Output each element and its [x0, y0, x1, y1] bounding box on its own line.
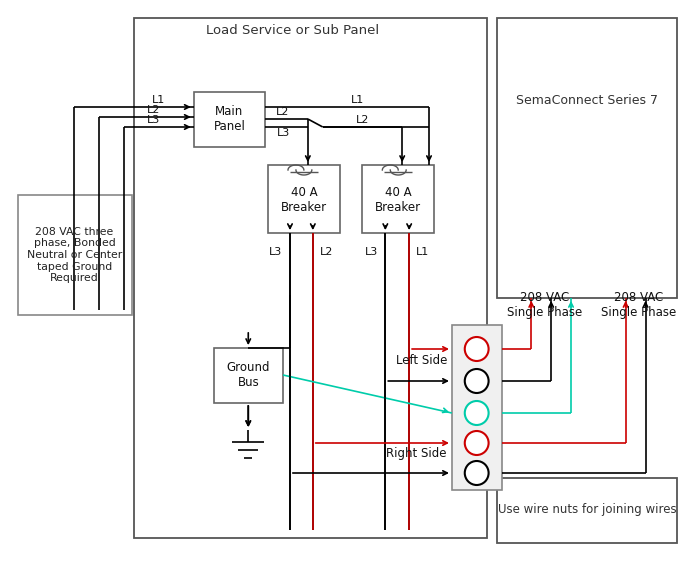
- Text: L3: L3: [147, 115, 160, 125]
- Text: 208 VAC three
phase, Bonded
Neutral or Center
taped Ground
Required: 208 VAC three phase, Bonded Neutral or C…: [27, 227, 122, 283]
- Circle shape: [465, 369, 489, 393]
- Bar: [134, 18, 486, 538]
- Text: 40 A
Breaker: 40 A Breaker: [281, 186, 327, 214]
- Text: L1: L1: [351, 95, 364, 105]
- Bar: [214, 348, 283, 403]
- Bar: [18, 195, 132, 315]
- Text: Ground
Bus: Ground Bus: [227, 361, 270, 389]
- Text: L2: L2: [147, 105, 160, 115]
- Text: Left Side: Left Side: [395, 354, 447, 366]
- Text: L3: L3: [365, 247, 379, 257]
- Text: Main
Panel: Main Panel: [214, 105, 245, 133]
- Circle shape: [465, 401, 489, 425]
- Text: 40 A
Breaker: 40 A Breaker: [375, 186, 421, 214]
- Text: L3: L3: [276, 128, 290, 138]
- Text: Load Service or Sub Panel: Load Service or Sub Panel: [206, 24, 379, 36]
- Circle shape: [465, 431, 489, 455]
- Circle shape: [465, 461, 489, 485]
- Text: L3: L3: [269, 247, 282, 257]
- Text: SemaConnect Series 7: SemaConnect Series 7: [516, 94, 658, 106]
- Bar: [496, 18, 678, 298]
- Text: 208 VAC
Single Phase: 208 VAC Single Phase: [601, 291, 676, 319]
- Text: 208 VAC
Single Phase: 208 VAC Single Phase: [507, 291, 582, 319]
- Text: L2: L2: [356, 115, 369, 125]
- Text: L1: L1: [153, 95, 165, 105]
- Bar: [363, 165, 434, 233]
- Bar: [194, 92, 265, 147]
- Text: Right Side: Right Side: [386, 447, 447, 459]
- Bar: [268, 165, 340, 233]
- Bar: [496, 478, 678, 543]
- Bar: [452, 325, 501, 490]
- Circle shape: [465, 337, 489, 361]
- Text: L1: L1: [416, 247, 429, 257]
- Text: L2: L2: [320, 247, 333, 257]
- Text: L2: L2: [276, 107, 290, 117]
- Text: Use wire nuts for joining wires: Use wire nuts for joining wires: [498, 504, 676, 516]
